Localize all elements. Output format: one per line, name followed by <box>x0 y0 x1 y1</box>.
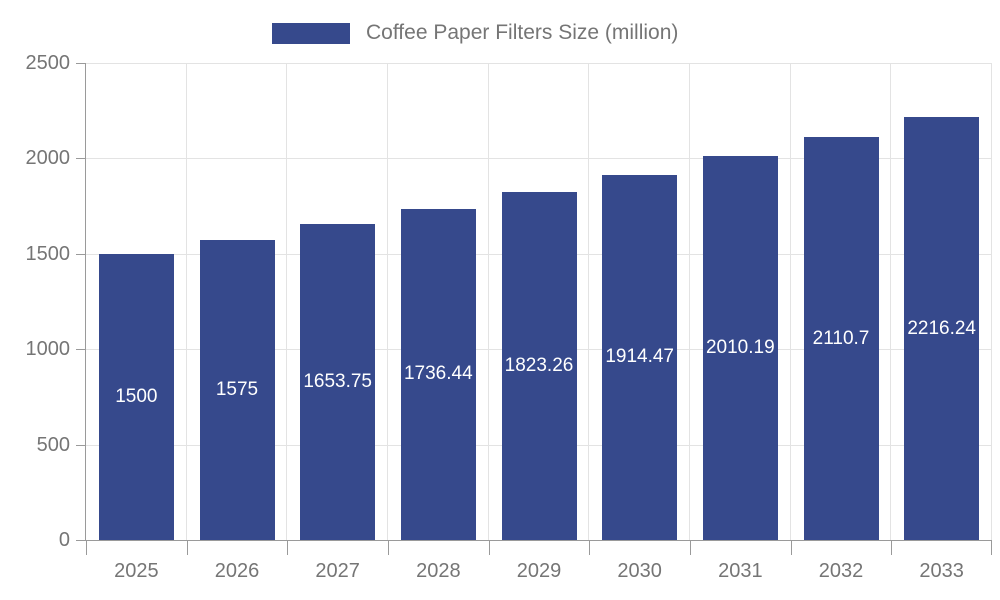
x-axis-line <box>85 540 992 541</box>
bar-2025[interactable]: 1500 <box>98 253 174 540</box>
x-axis-tick <box>589 541 591 555</box>
y-axis-tick <box>76 158 85 160</box>
gridline-vertical <box>487 63 489 540</box>
x-axis-tick-label: 2027 <box>315 560 360 582</box>
gridline-vertical <box>387 63 388 540</box>
bar-value-label: 1823.26 <box>504 355 574 377</box>
gridline-vertical <box>286 63 288 540</box>
bar-2032[interactable]: 2110.7 <box>803 137 879 540</box>
gridline-horizontal <box>86 158 992 160</box>
bar-2027[interactable]: 1653.75 <box>300 224 376 540</box>
x-axis-tick-label: 2026 <box>214 560 260 582</box>
y-axis-tick-label: 1500 <box>25 242 71 265</box>
x-axis-tick <box>891 541 893 555</box>
y-axis-tick-label: 0 <box>58 529 70 551</box>
bar-value-label: 1500 <box>115 385 158 407</box>
x-axis-tick <box>488 541 490 555</box>
bar-value-label: 1736.44 <box>403 363 473 385</box>
y-axis-line <box>85 63 86 540</box>
legend-label: Coffee Paper Filters Size (million) <box>366 21 679 44</box>
y-axis-tick-label: 2000 <box>25 147 71 170</box>
y-axis-tick-label: 1000 <box>25 338 71 361</box>
x-axis-tick-label: 2029 <box>516 560 562 582</box>
y-axis-tick <box>76 540 85 541</box>
x-axis-tick <box>690 541 691 555</box>
legend-item[interactable]: Coffee Paper Filters Size (million) <box>272 21 678 45</box>
x-axis-tick-label: 2025 <box>114 560 159 582</box>
x-axis-tick <box>388 541 389 555</box>
gridline-vertical <box>689 63 690 540</box>
gridline-vertical <box>789 63 791 540</box>
y-axis-tick <box>76 253 85 255</box>
x-axis-tick <box>790 541 792 555</box>
y-axis-tick-label: 500 <box>36 433 70 456</box>
bar-2031[interactable]: 2010.19 <box>702 156 778 540</box>
x-axis-tick <box>86 541 87 555</box>
gridline-vertical <box>890 63 892 540</box>
y-axis-tick <box>76 63 85 64</box>
x-axis-tick-label: 2033 <box>919 560 964 582</box>
x-axis-tick <box>991 541 992 555</box>
bar-value-label: 1653.75 <box>303 371 372 393</box>
x-axis-tick-label: 2030 <box>617 560 662 582</box>
bar-value-label: 2010.19 <box>705 337 775 359</box>
bar-value-label: 2110.7 <box>812 327 870 349</box>
x-axis-tick-label: 2028 <box>416 560 461 582</box>
bar-value-label: 2216.24 <box>907 317 976 339</box>
legend-swatch <box>272 22 350 44</box>
bar-2029[interactable]: 1823.26 <box>501 192 577 540</box>
gridline-vertical <box>588 63 590 540</box>
y-axis-tick-label: 2500 <box>25 52 71 74</box>
y-axis-tick <box>76 349 85 351</box>
gridline-horizontal <box>86 63 992 64</box>
bar-value-label: 1575 <box>215 378 259 400</box>
gridline-vertical <box>185 63 187 540</box>
y-axis-tick <box>76 444 85 446</box>
bar-2030[interactable]: 1914.47 <box>602 174 678 540</box>
bar-2028[interactable]: 1736.44 <box>400 208 476 540</box>
x-axis-tick-label: 2032 <box>818 560 864 582</box>
gridline-vertical <box>991 63 992 540</box>
bar-2026[interactable]: 1575 <box>199 239 275 540</box>
x-axis-tick-label: 2031 <box>718 560 763 582</box>
bar-value-label: 1914.47 <box>605 346 674 368</box>
x-axis-tick <box>186 541 188 555</box>
bar-2033[interactable]: 2216.24 <box>904 117 980 540</box>
x-axis-tick <box>287 541 289 555</box>
plot-area: 1500 1575 1653.75 1736.44 1823.26 1914.47 2010… <box>76 63 992 555</box>
